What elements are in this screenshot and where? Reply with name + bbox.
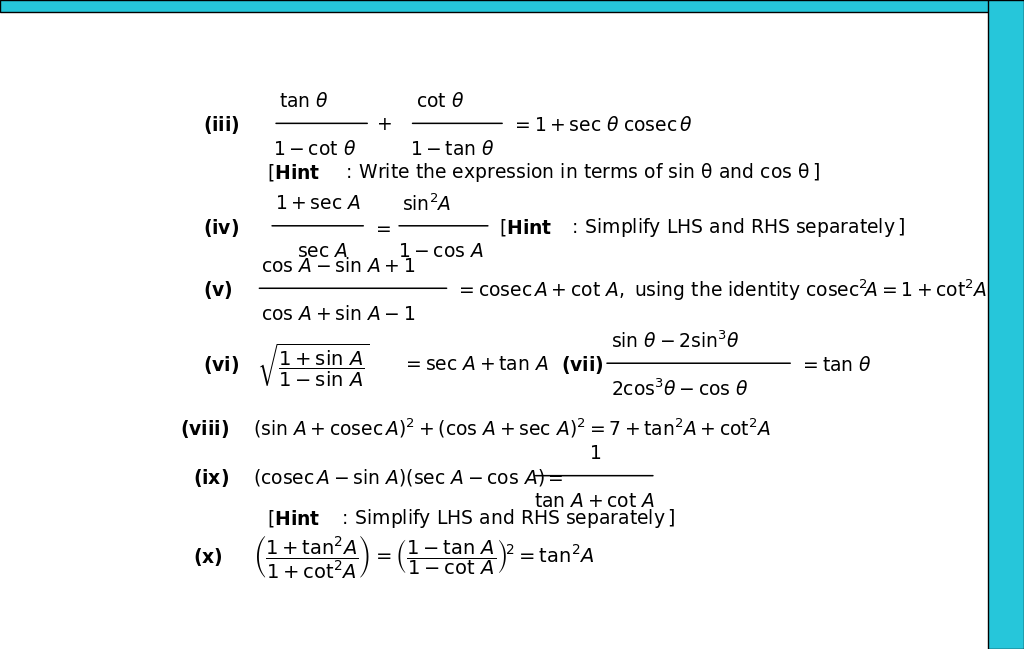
Text: $:\,\mathrm{Simplify\ LHS\ and\ RHS\ separately\,]}$: $:\,\mathrm{Simplify\ LHS\ and\ RHS\ sep… xyxy=(338,507,676,530)
Text: $\mathbf{(iii)}$: $\mathbf{(iii)}$ xyxy=(204,114,241,136)
Text: $=\mathrm{cosec}\,A+\cot\,A,\ \mathrm{using\ the\ identity\ cosec}^2\!A=1+\cot^2: $=\mathrm{cosec}\,A+\cot\,A,\ \mathrm{us… xyxy=(455,278,987,303)
Text: $\mathbf{(vii)}$: $\mathbf{(vii)}$ xyxy=(560,354,603,376)
Text: $1-\cos\,A$: $1-\cos\,A$ xyxy=(397,243,484,261)
Text: $\mathbf{(iv)}$: $\mathbf{(iv)}$ xyxy=(204,217,240,239)
Text: $\sqrt{\dfrac{1+\sin\,A}{1-\sin\,A}}$: $\sqrt{\dfrac{1+\sin\,A}{1-\sin\,A}}$ xyxy=(257,341,369,389)
Text: $2\cos^3\!\theta-\cos\,\theta$: $2\cos^3\!\theta-\cos\,\theta$ xyxy=(610,378,749,400)
Text: $\cos\,A+\sin\,A-1$: $\cos\,A+\sin\,A-1$ xyxy=(261,305,416,324)
Text: $=$: $=$ xyxy=(373,219,392,237)
Text: $+$: $+$ xyxy=(376,116,391,134)
Text: $[\mathbf{Hint}$: $[\mathbf{Hint}$ xyxy=(500,217,553,238)
Text: $\tan\,\theta$: $\tan\,\theta$ xyxy=(279,92,329,111)
Text: $\mathbf{(vi)}$: $\mathbf{(vi)}$ xyxy=(204,354,240,376)
Text: $=1+\sec\,\theta\;\mathrm{cosec}\,\theta$: $=1+\sec\,\theta\;\mathrm{cosec}\,\theta… xyxy=(511,116,692,135)
Text: $\tan\,A+\cot\,A$: $\tan\,A+\cot\,A$ xyxy=(534,493,655,511)
Text: $[\mathbf{Hint}$: $[\mathbf{Hint}$ xyxy=(267,162,321,183)
Text: $\sin\,\theta-2\sin^3\!\theta$: $\sin\,\theta-2\sin^3\!\theta$ xyxy=(610,330,739,352)
Text: $[\mathbf{Hint}$: $[\mathbf{Hint}$ xyxy=(267,508,321,529)
Text: $1-\cot\,\theta$: $1-\cot\,\theta$ xyxy=(273,140,356,159)
Text: $\cot\,\theta$: $\cot\,\theta$ xyxy=(416,92,465,111)
Text: $\mathbf{(v)}$: $\mathbf{(v)}$ xyxy=(204,279,233,301)
Text: $\left(\dfrac{1+\tan^2\!A}{1+\cot^2\!A}\right)=\left(\dfrac{1-\tan\,A}{1-\cot\,A: $\left(\dfrac{1+\tan^2\!A}{1+\cot^2\!A}\… xyxy=(253,533,595,580)
Text: $1-\tan\,\theta$: $1-\tan\,\theta$ xyxy=(410,140,495,159)
Text: $\mathbf{(viii)}$: $\mathbf{(viii)}$ xyxy=(179,418,228,439)
Text: $\sec\,A$: $\sec\,A$ xyxy=(297,243,348,261)
Text: $\mathbf{(x)}$: $\mathbf{(x)}$ xyxy=(194,546,223,568)
Text: $\sin^2\!A$: $\sin^2\!A$ xyxy=(401,193,452,215)
Text: $1$: $1$ xyxy=(589,445,601,463)
Text: $(\mathrm{cosec}\,A-\sin\,A)(\sec\,A-\cos\,A)=$: $(\mathrm{cosec}\,A-\sin\,A)(\sec\,A-\co… xyxy=(253,467,564,488)
Text: $=\tan\,\theta$: $=\tan\,\theta$ xyxy=(799,356,871,374)
Text: $1+\sec\,A$: $1+\sec\,A$ xyxy=(274,195,361,213)
Text: $:\,\mathrm{Write\ the\ expression\ in\ terms\ of\ \sin\,\theta\ and\ \cos\,\the: $:\,\mathrm{Write\ the\ expression\ in\ … xyxy=(342,162,820,184)
Text: $(\sin\,A+\mathrm{cosec}\,A)^2+(\cos\,A+\sec\,A)^2=7+\tan^2\!A+\cot^2\!A$: $(\sin\,A+\mathrm{cosec}\,A)^2+(\cos\,A+… xyxy=(253,417,771,441)
Text: $=\sec\,A+\tan\,A$: $=\sec\,A+\tan\,A$ xyxy=(401,356,549,374)
Text: $\cos\,A-\sin\,A+1$: $\cos\,A-\sin\,A+1$ xyxy=(261,257,416,276)
Text: $\mathbf{(ix)}$: $\mathbf{(ix)}$ xyxy=(194,467,229,489)
Text: $:\,\mathrm{Simplify\ LHS\ and\ RHS\ separately\,]}$: $:\,\mathrm{Simplify\ LHS\ and\ RHS\ sep… xyxy=(568,216,905,239)
